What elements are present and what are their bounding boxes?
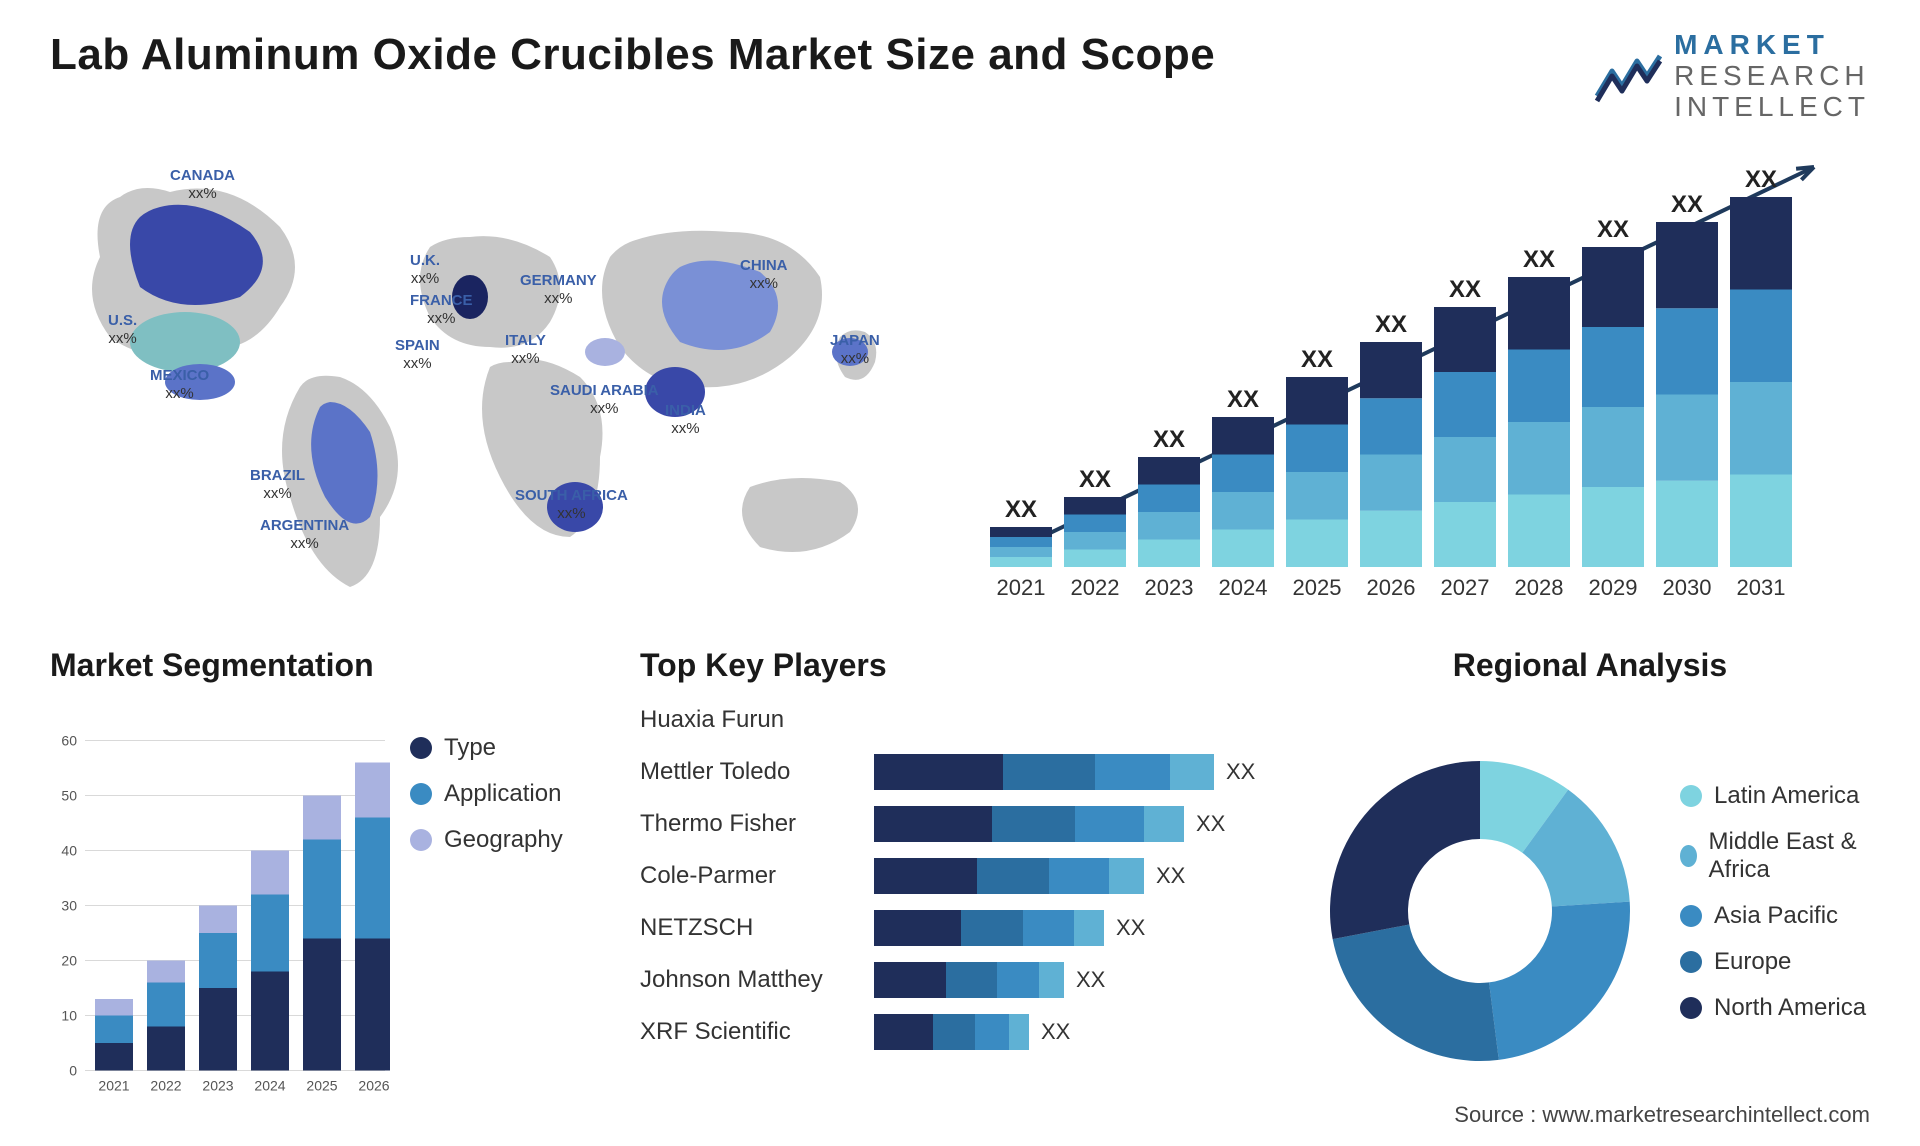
map-label: JAPANxx%	[830, 332, 880, 367]
map-label: CANADAxx%	[170, 167, 235, 202]
svg-text:50: 50	[61, 788, 77, 804]
player-row: Thermo FisherXX	[640, 798, 1280, 850]
svg-text:2025: 2025	[306, 1078, 337, 1094]
regional-panel: Regional Analysis Latin America Middle Ea…	[1310, 647, 1870, 1127]
map-label: ARGENTINAxx%	[260, 517, 349, 552]
map-label: SOUTH AFRICAxx%	[515, 487, 628, 522]
regional-donut	[1310, 741, 1650, 1081]
svg-text:XX: XX	[1153, 426, 1185, 453]
key-players-chart: Huaxia FurunMettler ToledoXXThermo Fishe…	[640, 694, 1280, 1127]
key-players-panel: Top Key Players Huaxia Furun Mettler Tole…	[640, 647, 1280, 1127]
player-name: NETZSCH	[640, 914, 860, 942]
regional-title: Regional Analysis	[1310, 647, 1870, 684]
logo-icon	[1592, 46, 1662, 106]
map-label: ITALYxx%	[505, 332, 546, 367]
svg-text:2026: 2026	[1367, 575, 1416, 600]
player-name: Thermo Fisher	[640, 810, 860, 838]
svg-text:XX: XX	[1079, 466, 1111, 493]
svg-text:2031: 2031	[1737, 575, 1786, 600]
map-label: CHINAxx%	[740, 257, 788, 292]
legend-item: North America	[1680, 994, 1870, 1022]
svg-text:XX: XX	[1523, 246, 1555, 273]
player-row: Huaxia Furun	[640, 694, 1280, 746]
market-size-chart: XX 2021 XX 2022 XX 2023 XX 2024 XX 2025 XX 2026 XX 20…	[970, 137, 1870, 617]
svg-text:2023: 2023	[202, 1078, 233, 1094]
segmentation-chart: 0 10 20 30 40 50 60 2021 2022 2023 2024 2025 2026	[50, 694, 390, 1127]
legend-item: Europe	[1680, 948, 1870, 976]
svg-text:XX: XX	[1227, 386, 1259, 413]
logo-line-3: INTELLECT	[1674, 92, 1870, 123]
svg-text:XX: XX	[1301, 346, 1333, 373]
legend-item: Type	[410, 734, 610, 762]
svg-text:30: 30	[61, 898, 77, 914]
player-name: XRF Scientific	[640, 1018, 860, 1046]
svg-text:2029: 2029	[1589, 575, 1638, 600]
svg-text:XX: XX	[1745, 166, 1777, 193]
svg-text:10: 10	[61, 1008, 77, 1024]
logo-line-1: MARKET	[1674, 30, 1870, 61]
svg-text:2030: 2030	[1663, 575, 1712, 600]
key-players-title: Top Key Players	[640, 647, 1280, 684]
svg-text:2024: 2024	[254, 1078, 285, 1094]
world-map-panel: CANADAxx% U.S.xx% MEXICOxx% BRAZILxx% ARGENT…	[50, 137, 930, 617]
map-label: GERMANYxx%	[520, 272, 597, 307]
svg-text:2025: 2025	[1293, 575, 1342, 600]
player-row: Cole-ParmerXX	[640, 850, 1280, 902]
svg-text:2028: 2028	[1515, 575, 1564, 600]
legend-item: Asia Pacific	[1680, 902, 1870, 930]
svg-text:2027: 2027	[1441, 575, 1490, 600]
svg-text:2021: 2021	[98, 1078, 129, 1094]
svg-text:2022: 2022	[150, 1078, 181, 1094]
player-name: Cole-Parmer	[640, 862, 860, 890]
svg-text:0: 0	[69, 1063, 77, 1079]
player-row: Mettler ToledoXX	[640, 746, 1280, 798]
segmentation-title: Market Segmentation	[50, 647, 610, 684]
map-label: SAUDI ARABIAxx%	[550, 382, 659, 417]
svg-text:XX: XX	[1449, 276, 1481, 303]
legend-item: Latin America	[1680, 782, 1870, 810]
player-name: Johnson Matthey	[640, 966, 860, 994]
svg-text:2021: 2021	[997, 575, 1046, 600]
page-title: Lab Aluminum Oxide Crucibles Market Size…	[50, 30, 1215, 80]
legend-item: Middle East & Africa	[1680, 828, 1870, 884]
player-name: Mettler Toledo	[640, 758, 860, 786]
segmentation-panel: Market Segmentation 0 10 20 30 40 50 60 2021 202…	[50, 647, 610, 1127]
map-label: INDIAxx%	[665, 402, 706, 437]
svg-text:2026: 2026	[358, 1078, 389, 1094]
svg-text:2024: 2024	[1219, 575, 1268, 600]
svg-text:XX: XX	[1375, 311, 1407, 338]
svg-text:XX: XX	[1005, 496, 1037, 523]
map-label: FRANCExx%	[410, 292, 473, 327]
svg-text:XX: XX	[1597, 216, 1629, 243]
player-row: XRF ScientificXX	[640, 1006, 1280, 1058]
map-label: U.S.xx%	[108, 312, 137, 347]
segmentation-legend: Type Application Geography	[410, 694, 610, 1127]
svg-text:2022: 2022	[1071, 575, 1120, 600]
map-label: BRAZILxx%	[250, 467, 305, 502]
player-name: Huaxia Furun	[640, 706, 860, 734]
logo: MARKET RESEARCH INTELLECT	[1592, 30, 1870, 122]
logo-line-2: RESEARCH	[1674, 61, 1870, 92]
regional-legend: Latin America Middle East & Africa Asia Pa…	[1680, 782, 1870, 1040]
svg-text:2023: 2023	[1145, 575, 1194, 600]
map-label: U.K.xx%	[410, 252, 440, 287]
player-row: NETZSCHXX	[640, 902, 1280, 954]
svg-text:40: 40	[61, 843, 77, 859]
svg-text:20: 20	[61, 953, 77, 969]
source-attribution: Source : www.marketresearchintellect.com	[1454, 1102, 1870, 1128]
map-label: SPAINxx%	[395, 337, 440, 372]
svg-text:XX: XX	[1671, 191, 1703, 218]
svg-text:60: 60	[61, 733, 77, 749]
map-label: MEXICOxx%	[150, 367, 209, 402]
legend-item: Application	[410, 780, 610, 808]
player-row: Johnson MattheyXX	[640, 954, 1280, 1006]
legend-item: Geography	[410, 826, 610, 854]
